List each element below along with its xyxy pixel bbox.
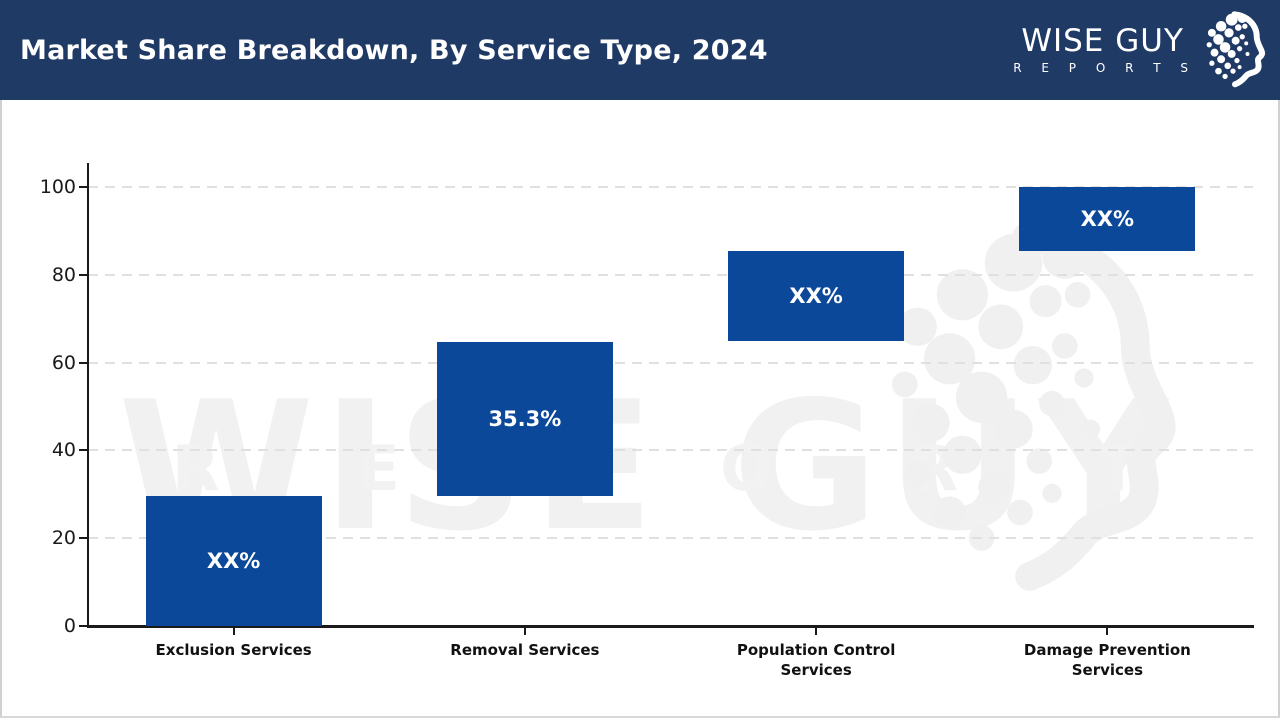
brand-logo: WISE GUY R E P O R T S [1009,10,1266,90]
y-axis-tick-40 [79,449,87,452]
x-axis-tick-3 [815,628,818,635]
bar-value-label-3: XX% [789,283,843,308]
y-axis-label-60: 60 [51,351,76,374]
gridline-100 [88,186,1253,188]
bar-3: XX% [728,250,905,341]
gridline-20 [88,537,1253,540]
header-bar: Market Share Breakdown, By Service Type,… [0,0,1280,100]
y-axis-label-40: 40 [51,439,76,462]
card-border-left [0,100,2,718]
x-axis-tick-4 [1106,628,1109,635]
bar-1: XX% [145,496,322,626]
gridline-60 [88,361,1253,364]
card-border-right [1278,100,1280,718]
y-axis-tick-80 [79,273,87,276]
brand-subtitle: R E P O R T S [1013,61,1196,75]
bar-value-label-4: XX% [1080,207,1135,232]
y-axis-line [87,163,89,628]
page-title: Market Share Breakdown, By Service Type,… [20,34,768,66]
category-label-2: Removal Services [450,641,600,659]
y-axis-label-0: 0 [63,615,76,637]
card-border-bottom [0,716,1280,718]
bar-value-label-1: XX% [206,549,261,574]
chart-plot-area: WISE GUY R E P O R T S 0 20 40 60 80 100 XX% Ex… [0,100,1280,716]
brand-text: WISE GUY R E P O R T S [1009,23,1196,75]
y-axis-label-20: 20 [51,527,76,550]
y-axis-label-80: 80 [51,263,76,286]
x-axis-line [87,625,1254,628]
y-axis-tick-0 [79,625,87,627]
y-axis-tick-60 [79,361,87,364]
bar-2: 35.3% [436,341,613,497]
bar-4: XX% [1019,187,1196,252]
logo-head-icon [1200,10,1266,90]
category-label-4: Damage Prevention Services [1023,641,1191,679]
category-label-1: Exclusion Services [155,641,312,659]
y-axis-tick-100 [79,186,87,188]
y-axis-tick-20 [79,537,87,540]
y-axis-label-100: 100 [39,176,76,198]
gridline-80 [88,273,1253,276]
x-axis-tick-2 [523,628,526,635]
bar-value-label-2: 35.3% [488,406,562,431]
category-label-3: Population Control Services [736,641,896,679]
gridline-40 [88,449,1253,452]
brand-wordmark: WISE GUY [1021,23,1184,59]
x-axis-tick-1 [232,628,235,635]
watermark-subtitle: R E P O R T S [172,432,1280,505]
